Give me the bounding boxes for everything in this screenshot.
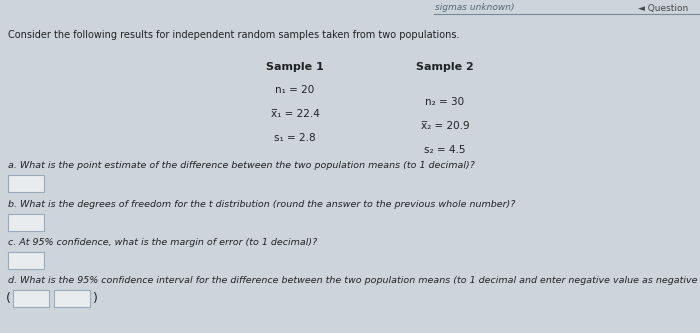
Text: x̅₂ = 20.9: x̅₂ = 20.9 — [421, 121, 469, 131]
Bar — [13, 290, 49, 307]
Text: Consider the following results for independent random samples taken from two pop: Consider the following results for indep… — [8, 30, 459, 40]
Text: Sample 1: Sample 1 — [266, 62, 324, 72]
Text: c. At 95% confidence, what is the margin of error (to 1 decimal)?: c. At 95% confidence, what is the margin… — [8, 238, 317, 247]
Text: d. What is the 95% confidence interval for the difference between the two popula: d. What is the 95% confidence interval f… — [8, 276, 700, 285]
Text: s₂ = 4.5: s₂ = 4.5 — [424, 145, 466, 155]
Text: sigmas unknown): sigmas unknown) — [435, 4, 514, 13]
Bar — [8, 214, 44, 231]
Text: (: ( — [6, 292, 11, 305]
Bar — [8, 252, 44, 269]
Text: x̅₁ = 22.4: x̅₁ = 22.4 — [271, 109, 319, 119]
Text: n₁ = 20: n₁ = 20 — [275, 85, 314, 95]
Text: a. What is the point estimate of the difference between the two population means: a. What is the point estimate of the dif… — [8, 161, 475, 170]
Text: n₂ = 30: n₂ = 30 — [426, 97, 465, 107]
Text: Sample 2: Sample 2 — [416, 62, 474, 72]
Bar — [8, 175, 44, 192]
Text: b. What is the degrees of freedom for the t distribution (round the answer to th: b. What is the degrees of freedom for th… — [8, 200, 515, 209]
Bar — [54, 290, 90, 307]
Text: ◄ Question: ◄ Question — [638, 4, 688, 13]
Text: ): ) — [93, 292, 98, 305]
Text: s₁ = 2.8: s₁ = 2.8 — [274, 133, 316, 143]
